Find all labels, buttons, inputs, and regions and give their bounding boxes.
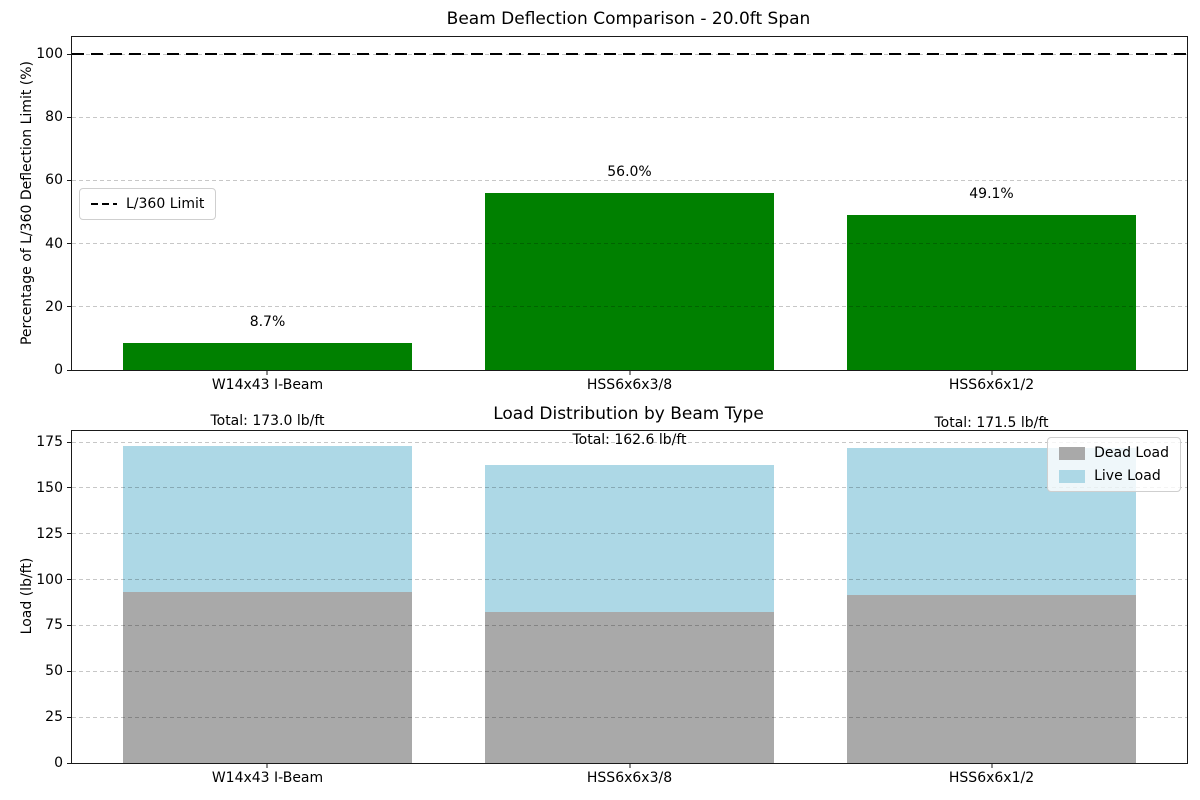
l360-limit-line	[72, 53, 1187, 56]
y-tick-mark	[67, 762, 71, 764]
bar-segment-dead-load	[846, 595, 1137, 763]
bar-segment-live-load	[122, 445, 413, 593]
y-tick-label: 25	[45, 709, 63, 726]
y-tick-label: 40	[45, 235, 63, 252]
x-tick-mark	[629, 764, 630, 768]
y-tick-mark	[67, 670, 71, 672]
load-y-axis-label: Load (lb/ft)	[19, 557, 35, 635]
total-label: Total: 173.0 lb/ft	[210, 412, 325, 429]
y-tick-label: 0	[54, 755, 63, 771]
legend-label: L/360 Limit	[126, 195, 205, 212]
x-tick-label: W14x43 I-Beam	[211, 377, 324, 393]
x-tick-label: HSS6x6x3/8	[586, 377, 673, 393]
gridline-y-175	[72, 441, 1187, 443]
y-tick-mark	[67, 579, 71, 581]
deflection-plot-area: 0 20 40 60 80 100 W14x43 I-Beam HSS6x6x3/8 HSS6x…	[36, 36, 1188, 393]
y-tick-mark	[67, 306, 71, 308]
y-tick-label: 100	[36, 46, 63, 63]
y-tick-label: 125	[36, 525, 63, 542]
gridline-y-25	[72, 716, 1187, 718]
y-tick-label: 75	[45, 617, 63, 634]
x-tick-mark	[266, 764, 268, 768]
gridline-y-20	[72, 306, 1187, 308]
bar-segment-dead-load	[122, 592, 413, 763]
y-tick-label: 0	[54, 362, 63, 378]
gridline-y-50	[72, 670, 1187, 672]
y-tick-mark	[67, 624, 71, 626]
legend: L/360 Limit	[79, 187, 217, 220]
legend-entry: L/360 Limit	[91, 196, 204, 212]
y-tick-mark	[67, 243, 71, 245]
y-tick-label: 175	[36, 434, 63, 450]
y-tick-mark	[67, 369, 71, 371]
legend: Dead Load Live Load	[1047, 437, 1181, 492]
y-tick-label: 60	[45, 172, 63, 189]
gridline-y-40	[72, 243, 1187, 245]
bar-segment-live-load	[484, 464, 775, 612]
y-tick-label: 100	[36, 571, 63, 588]
x-tick-label: HSS6x6x1/2	[948, 770, 1035, 786]
legend-label: Dead Load	[1094, 445, 1169, 461]
deflection-bar	[484, 193, 775, 370]
total-label: Total: 162.6 lb/ft	[572, 431, 687, 448]
gridline-y-75	[72, 624, 1187, 626]
legend-label: Live Load	[1094, 468, 1161, 484]
deflection-bar	[846, 214, 1137, 370]
x-tick-label: HSS6x6x3/8	[586, 770, 673, 786]
load-chart-title: Load Distribution by Beam Type	[493, 404, 764, 424]
x-tick-label: HSS6x6x1/2	[948, 377, 1035, 393]
y-tick-mark	[67, 487, 71, 489]
y-tick-label: 20	[45, 298, 63, 315]
percentage-label: 56.0%	[607, 164, 652, 181]
y-tick-mark	[67, 716, 71, 718]
total-label: Total: 171.5 lb/ft	[934, 415, 1049, 432]
deflection-y-axis-label: Percentage of L/360 Deflection Limit (%)	[19, 60, 35, 345]
gridline-y-150	[72, 487, 1187, 489]
gridline-y-100	[72, 579, 1187, 581]
percentage-label: 8.7%	[249, 313, 286, 330]
gridline-y-80	[72, 116, 1187, 118]
y-tick-mark	[67, 441, 71, 443]
y-tick-mark	[67, 53, 71, 55]
dashed-line-swatch	[91, 202, 117, 205]
x-tick-mark	[629, 371, 630, 375]
y-tick-mark	[67, 533, 71, 535]
x-tick-label: W14x43 I-Beam	[211, 770, 324, 786]
y-tick-label: 150	[36, 479, 63, 496]
x-tick-mark	[991, 764, 992, 768]
x-tick-mark	[991, 371, 992, 375]
x-tick-mark	[266, 371, 268, 375]
legend-entry: Live Load	[1059, 468, 1169, 484]
y-tick-mark	[67, 116, 71, 118]
percentage-label: 49.1%	[969, 185, 1014, 202]
y-tick-label: 50	[45, 663, 63, 680]
deflection-chart-title: Beam Deflection Comparison - 20.0ft Span	[446, 9, 811, 29]
bar-segment-dead-load	[484, 611, 775, 763]
legend-entry: Dead Load	[1059, 445, 1169, 461]
deflection-bar	[122, 342, 413, 370]
color-swatch-icon	[1059, 469, 1086, 483]
gridline-y-125	[72, 533, 1187, 535]
y-tick-mark	[67, 179, 71, 181]
y-tick-label: 80	[45, 109, 63, 126]
load-plot-area: 0 25 50 75 100 125 150 175 W14x43 I-Beam HSS6x6x3…	[36, 413, 1188, 786]
color-swatch-icon	[1059, 446, 1086, 460]
gridline-y-60	[72, 179, 1187, 181]
